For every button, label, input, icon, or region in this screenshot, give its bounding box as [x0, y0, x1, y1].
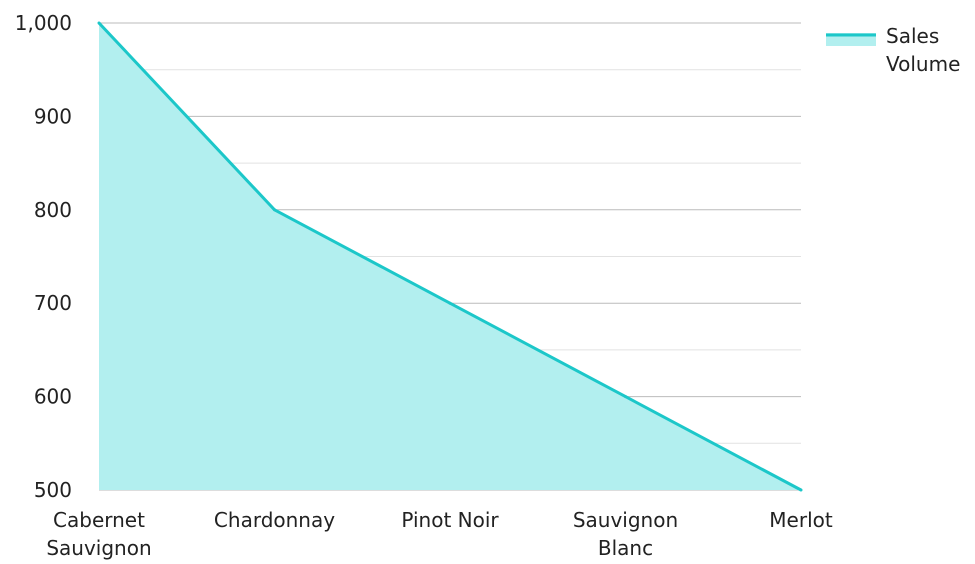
y-tick-label: 800	[34, 198, 72, 222]
y-tick-label: 900	[34, 104, 72, 128]
data-point	[799, 488, 803, 492]
y-tick-label: 1,000	[15, 11, 72, 35]
legend: Sales Volume	[826, 24, 960, 76]
series-area-fill	[99, 23, 801, 490]
y-axis: 500 600 700 800 900 1,000	[15, 11, 72, 502]
y-tick-label: 700	[34, 291, 72, 315]
x-tick-label: Merlot	[769, 508, 833, 532]
y-tick-label: 500	[34, 478, 72, 502]
x-axis: Cabernet Sauvignon Chardonnay Pinot Noir Sau…	[46, 508, 833, 560]
data-point	[448, 301, 452, 305]
y-tick-label: 600	[34, 385, 72, 409]
legend-label: Sales Volume	[886, 24, 960, 76]
area-layer	[97, 21, 803, 492]
data-point	[624, 395, 627, 399]
x-tick-label: Sauvignon Blanc	[573, 508, 678, 560]
data-point	[97, 21, 101, 25]
x-tick-label: Cabernet Sauvignon	[46, 508, 151, 560]
x-tick-label: Chardonnay	[214, 508, 335, 532]
data-point	[273, 208, 276, 212]
x-tick-label: Pinot Noir	[401, 508, 499, 532]
